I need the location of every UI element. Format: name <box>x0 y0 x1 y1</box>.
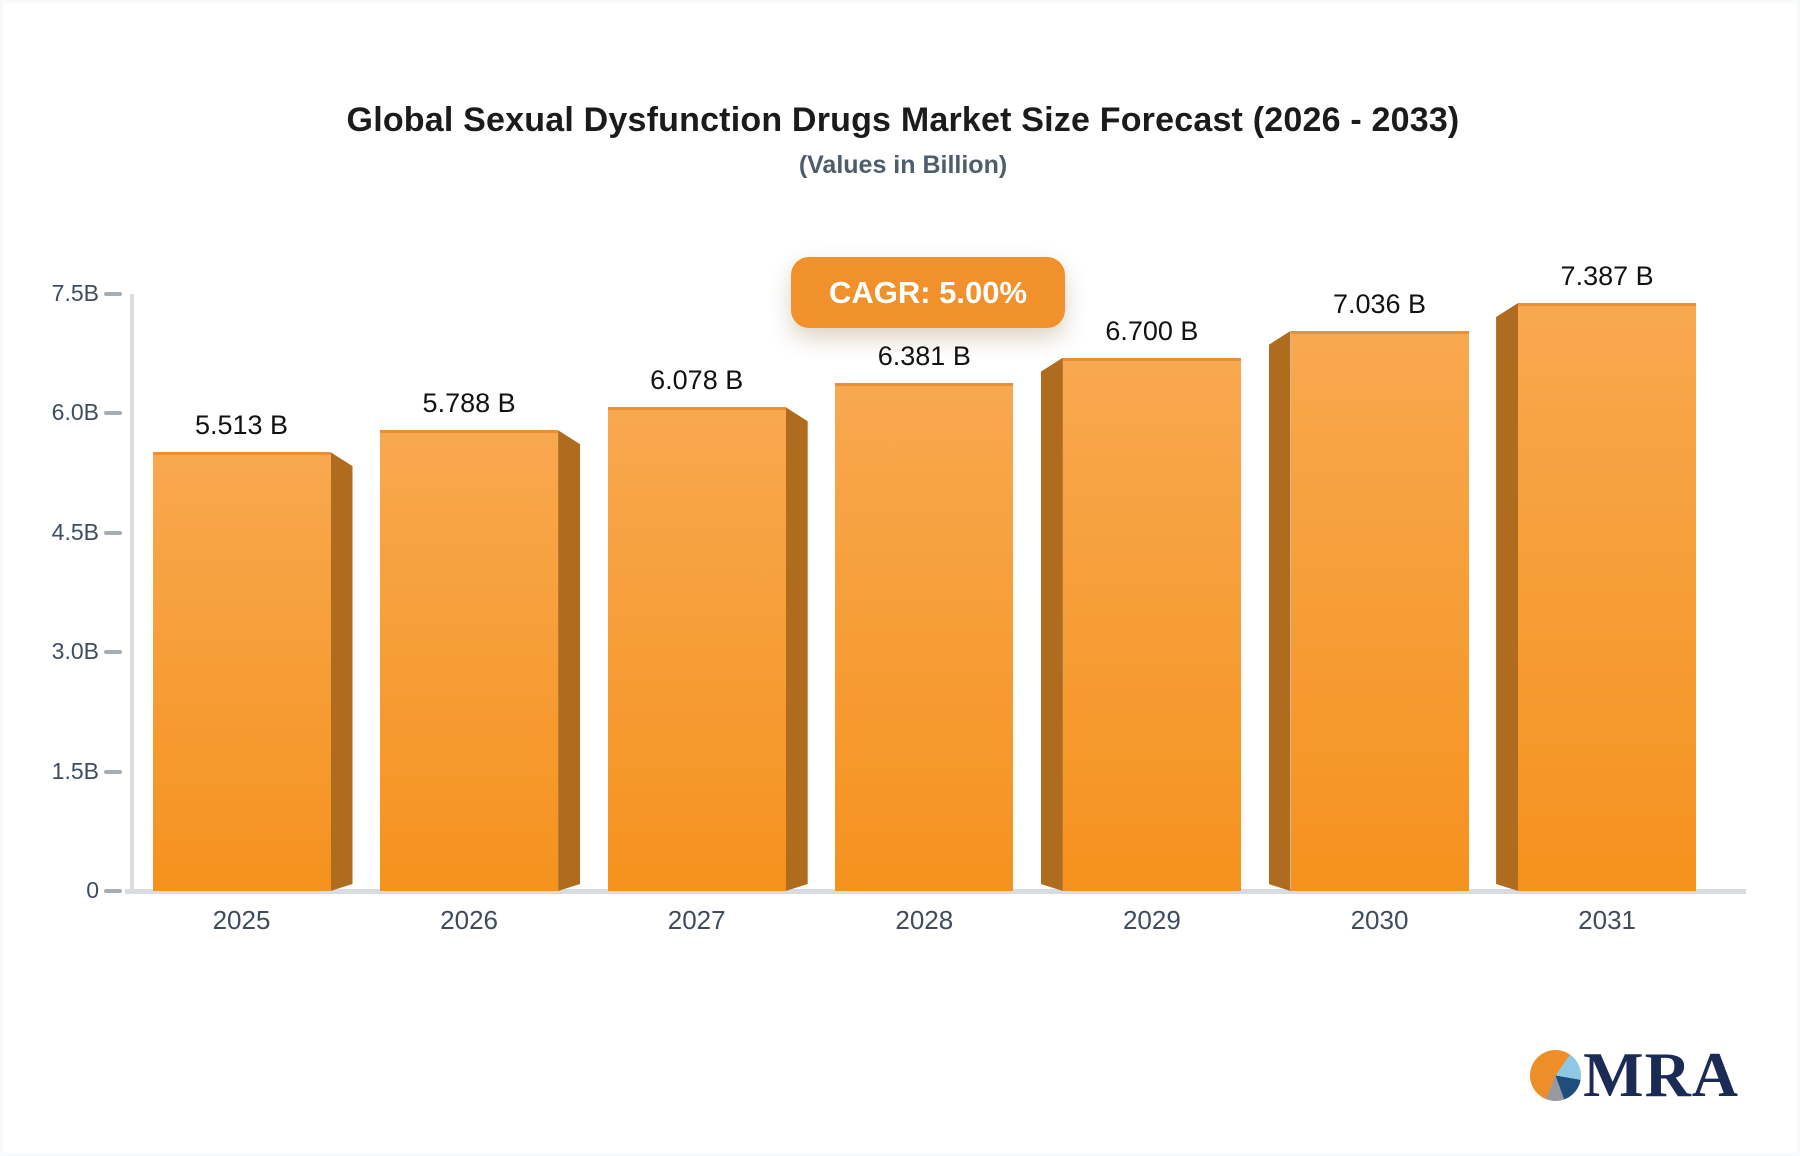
x-axis-label-2029: 2029 <box>1122 905 1181 935</box>
bar-value-label-2025: 5.513 B <box>194 410 289 441</box>
x-axis-label-2027: 2027 <box>667 905 726 935</box>
logo-text: MRA <box>1583 1039 1739 1110</box>
bar-2030 <box>1290 330 1469 891</box>
x-axis-label-2026: 2026 <box>440 905 499 935</box>
y-axis-tick-label: 1.5B <box>51 757 99 784</box>
y-axis-tick-label: 6.0B <box>51 399 99 426</box>
bar-side-face-2025 <box>331 452 353 891</box>
x-axis-label-2028: 2028 <box>895 905 954 935</box>
bar-value-label-2028: 6.381 B <box>877 341 971 372</box>
y-axis-tick-mark <box>104 769 122 774</box>
y-axis-tick-label: 4.5B <box>51 518 99 545</box>
x-axis-label-2031: 2031 <box>1578 905 1637 935</box>
y-axis-line <box>130 294 134 891</box>
y-axis-tick-mark <box>104 530 122 535</box>
mra-logo: MRA <box>1530 1039 1739 1111</box>
bar-side-face-2026 <box>558 430 580 891</box>
bar-side-face-2031 <box>1496 303 1518 891</box>
y-axis-tick-mark <box>104 411 122 416</box>
bar-2025 <box>152 452 331 891</box>
bar-2028 <box>835 383 1014 891</box>
bar-value-label-2029: 6.700 B <box>1105 315 1199 346</box>
bar-value-label-2030: 7.036 B <box>1332 288 1427 319</box>
bar-2027 <box>607 407 786 891</box>
bar-2026 <box>380 430 559 891</box>
y-axis-tick-mark <box>104 889 122 893</box>
x-axis-label-2025: 2025 <box>212 905 271 935</box>
bar-side-face-2030 <box>1269 331 1291 891</box>
cagr-badge: CAGR: 5.00% <box>791 257 1065 328</box>
chart-subtitle: (Values in Billion) <box>798 151 1008 179</box>
x-axis-label-2030: 2030 <box>1350 905 1409 935</box>
bar-side-face-2029 <box>1041 358 1063 891</box>
y-axis-tick-label: 7.5B <box>51 280 99 306</box>
y-axis-tick-mark <box>104 292 122 296</box>
chart-title: Global Sexual Dysfunction Drugs Market S… <box>346 101 1460 139</box>
bar-side-face-2027 <box>786 407 808 891</box>
bar-2029 <box>1062 357 1241 891</box>
bar-value-label-2026: 5.788 B <box>422 388 516 419</box>
y-axis-tick-mark <box>104 650 122 655</box>
bar-value-label-2031: 7.387 B <box>1560 260 1654 291</box>
y-axis-tick-label: 3.0B <box>51 638 99 665</box>
bar-value-label-2027: 6.078 B <box>650 365 744 396</box>
x-axis-line <box>125 889 1746 894</box>
cagr-badge-label: CAGR: 5.00% <box>828 274 1028 310</box>
bar-2031 <box>1518 302 1697 891</box>
pie-chart-logo-icon <box>1530 1049 1582 1101</box>
bar-chart-plot-area: 7.5B 6.0B 4.5B 3.0B 1.5B 0 5.513 B 2025 5.788 B 2… <box>3 3 1797 1153</box>
y-axis-tick-label: 0 <box>86 877 99 903</box>
